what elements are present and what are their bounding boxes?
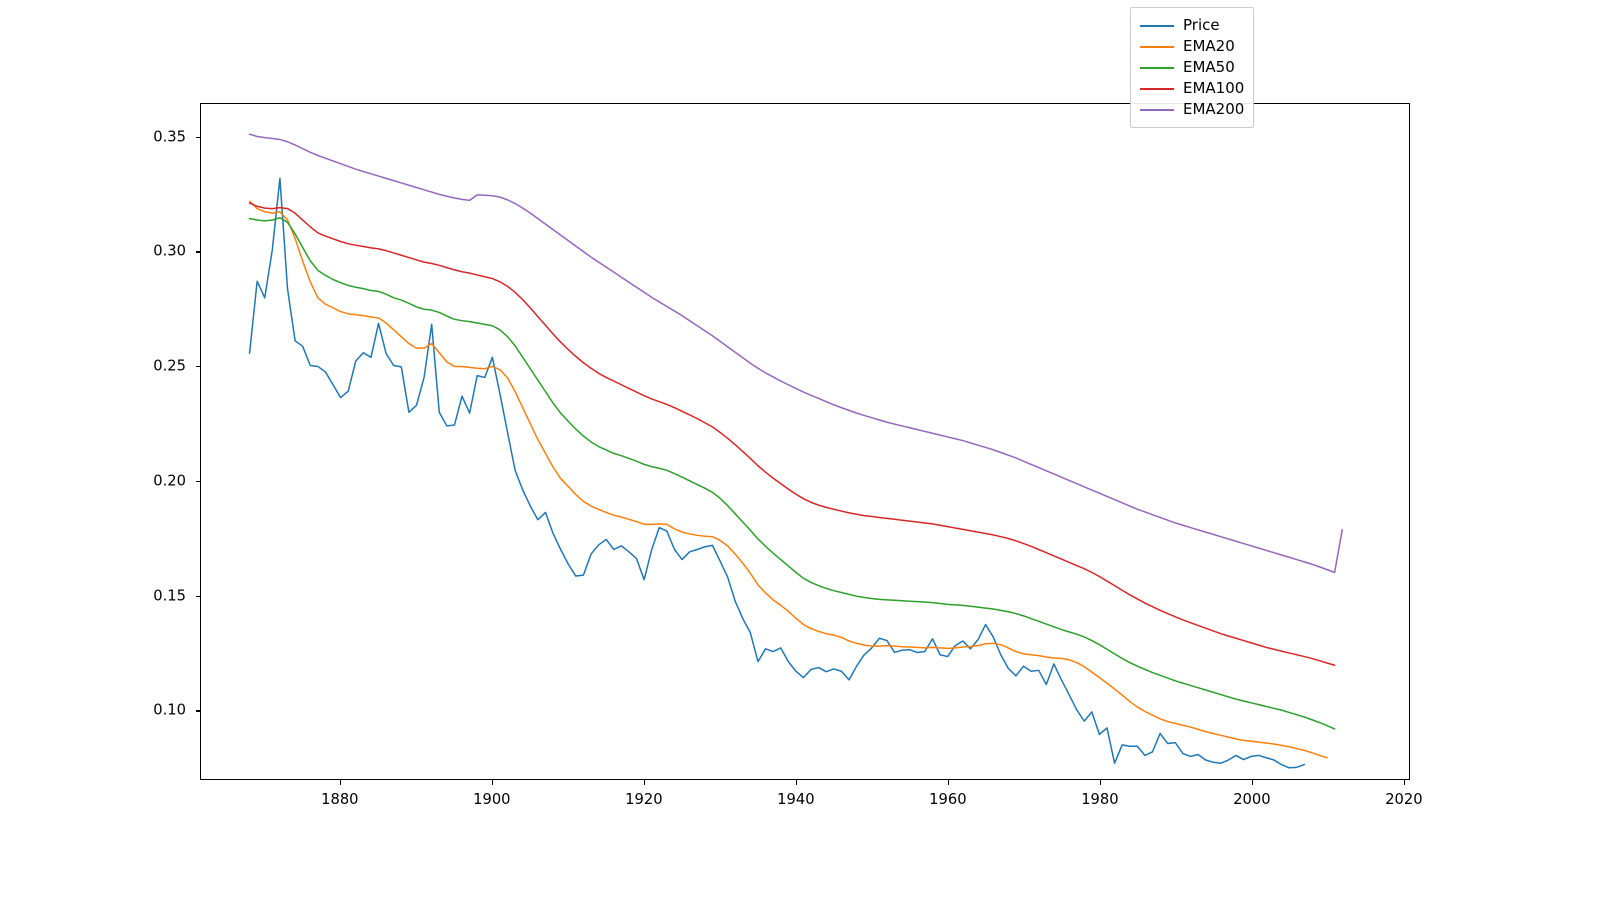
x-tick-label: 1900 — [473, 791, 511, 808]
legend-item-ema20[interactable]: EMA20 — [1140, 36, 1244, 57]
x-tick-label: 2000 — [1233, 791, 1271, 808]
legend-swatch-price-icon — [1140, 24, 1174, 27]
legend-swatch-ema50-icon — [1140, 66, 1174, 69]
x-tick-label: 1880 — [321, 791, 359, 808]
y-tick-mark — [195, 366, 200, 368]
plot-lines-svg — [201, 104, 1409, 779]
chart-legend[interactable]: Price EMA20 EMA50 EMA100 EMA200 — [1130, 7, 1255, 128]
y-tick-label: 0.35 — [153, 128, 186, 146]
legend-label: EMA20 — [1183, 37, 1235, 55]
x-tick-label: 1940 — [777, 791, 815, 808]
plot-area — [200, 103, 1410, 780]
legend-label: EMA50 — [1183, 58, 1235, 76]
x-tick-label: 2020 — [1385, 791, 1423, 808]
legend-item-price[interactable]: Price — [1140, 15, 1244, 36]
x-tick-label: 1960 — [929, 791, 967, 808]
y-tick-label: 0.15 — [153, 587, 186, 605]
legend-item-ema50[interactable]: EMA50 — [1140, 57, 1244, 78]
y-tick-mark — [195, 595, 200, 597]
legend-item-ema200[interactable]: EMA200 — [1140, 99, 1244, 120]
series-line-ema20 — [250, 201, 1327, 757]
series-line-ema200 — [250, 134, 1343, 572]
x-tick-mark — [1403, 780, 1405, 785]
y-tick-mark — [195, 136, 200, 138]
y-tick-label: 0.30 — [153, 242, 186, 260]
legend-label: EMA100 — [1183, 79, 1245, 97]
x-tick-mark — [1251, 780, 1253, 785]
y-tick-mark — [195, 251, 200, 253]
x-tick-label: 1920 — [625, 791, 663, 808]
y-tick-mark — [195, 710, 200, 712]
legend-item-ema100[interactable]: EMA100 — [1140, 78, 1244, 99]
x-tick-mark — [795, 780, 797, 785]
legend-label: Price — [1183, 16, 1220, 34]
x-tick-mark — [339, 780, 341, 785]
legend-swatch-ema100-icon — [1140, 87, 1174, 90]
series-line-ema100 — [250, 203, 1335, 665]
series-line-ema50 — [250, 218, 1335, 729]
legend-swatch-ema200-icon — [1140, 108, 1174, 111]
x-tick-mark — [947, 780, 949, 785]
legend-swatch-ema20-icon — [1140, 45, 1174, 48]
legend-label: EMA200 — [1183, 100, 1245, 118]
y-tick-label: 0.20 — [153, 472, 186, 490]
series-line-price — [250, 178, 1305, 767]
y-tick-label: 0.25 — [153, 357, 186, 375]
y-tick-label: 0.10 — [153, 701, 186, 719]
x-tick-mark — [643, 780, 645, 785]
x-tick-mark — [491, 780, 493, 785]
x-tick-label: 1980 — [1081, 791, 1119, 808]
x-tick-mark — [1099, 780, 1101, 785]
y-tick-mark — [195, 480, 200, 483]
